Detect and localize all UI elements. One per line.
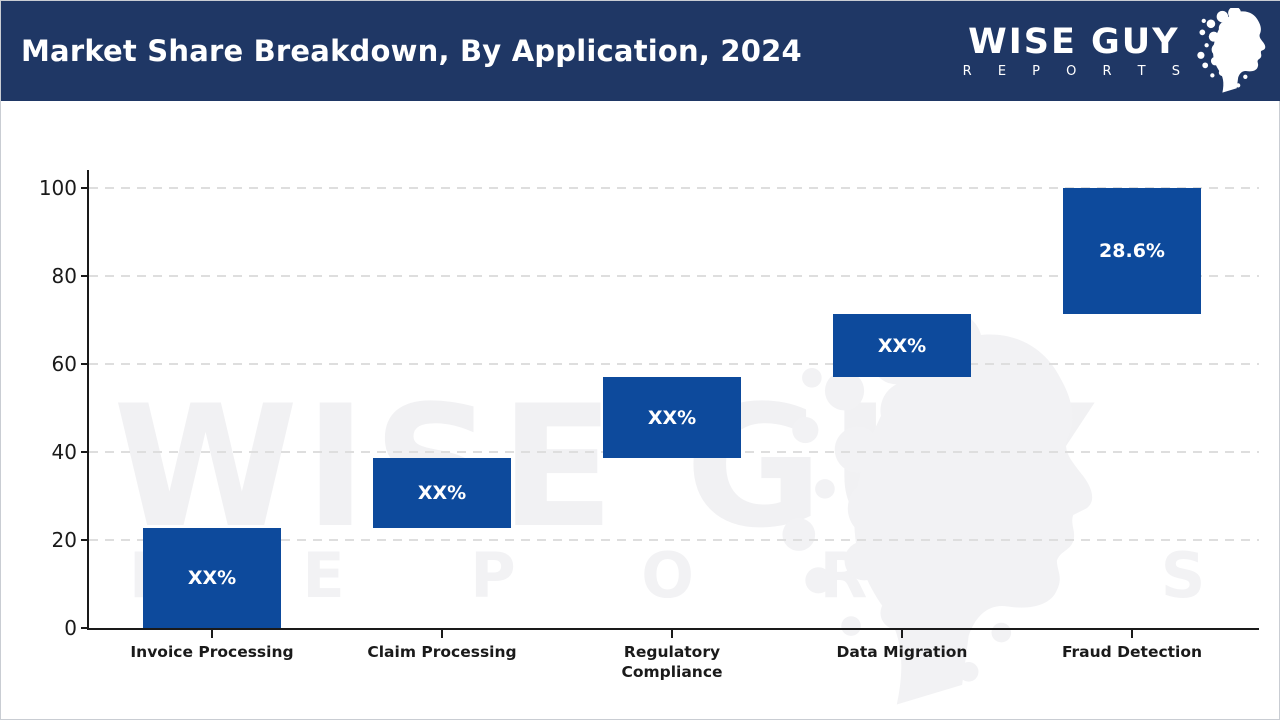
x-tick-mark [441,630,443,638]
bar-invoice-processing: XX% [143,527,281,628]
bar-data-migration: XX% [833,313,971,378]
gridline-20 [89,539,1259,541]
bar-value-label: XX% [877,334,927,357]
bar-fraud-detection: 28.6% [1063,188,1201,314]
x-category-label: Invoice Processing [130,643,294,661]
x-category-label: Data Migration [836,643,968,661]
bar-value-label: 28.6% [1099,239,1165,262]
x-axis-line [87,628,1259,630]
logo-name: WISE GUY [968,21,1180,62]
y-tick-mark [81,451,89,453]
y-tick-label: 80 [51,264,77,288]
y-tick-mark [81,363,89,365]
header-bar: Market Share Breakdown, By Application, … [1,1,1280,101]
page-title: Market Share Breakdown, By Application, … [21,34,802,68]
y-tick-mark [81,275,89,277]
bar-claim-processing: XX% [373,458,511,528]
x-category-label: Claim Processing [367,643,517,661]
gridline-60 [89,363,1259,365]
y-tick-label: 20 [51,528,77,552]
market-share-chart: WISE GUY R E P O R T S 0 20 40 60 80 100 XX% In… [1,101,1280,720]
y-axis-line [87,170,89,630]
bar-value-label: XX% [187,566,237,589]
x-tick-mark [1131,630,1133,638]
y-tick-mark [81,187,89,189]
x-tick-mark [671,630,673,638]
bar-value-label: XX% [417,481,467,504]
gridline-80 [89,275,1259,277]
logo-text: WISE GUY R E P O R T S [957,21,1191,79]
x-category-label: Regulatory Compliance [621,643,723,682]
y-tick-label: 40 [51,440,77,464]
wise-guy-logo: WISE GUY R E P O R T S [957,8,1267,94]
y-tick-label: 100 [38,176,77,200]
x-tick-mark [901,630,903,638]
y-tick-label: 0 [64,616,77,640]
bar-value-label: XX% [647,406,697,429]
x-category-label: Fraud Detection [1061,643,1203,661]
y-tick-mark [81,539,89,541]
x-tick-mark [211,630,213,638]
y-tick-label: 60 [51,352,77,376]
bar-regulatory-compliance: XX% [603,377,741,459]
logo-subtitle: R E P O R T S [962,63,1191,79]
gridline-100 [89,187,1259,189]
face-profile-dots-icon [1195,8,1267,94]
y-tick-mark [81,627,89,629]
